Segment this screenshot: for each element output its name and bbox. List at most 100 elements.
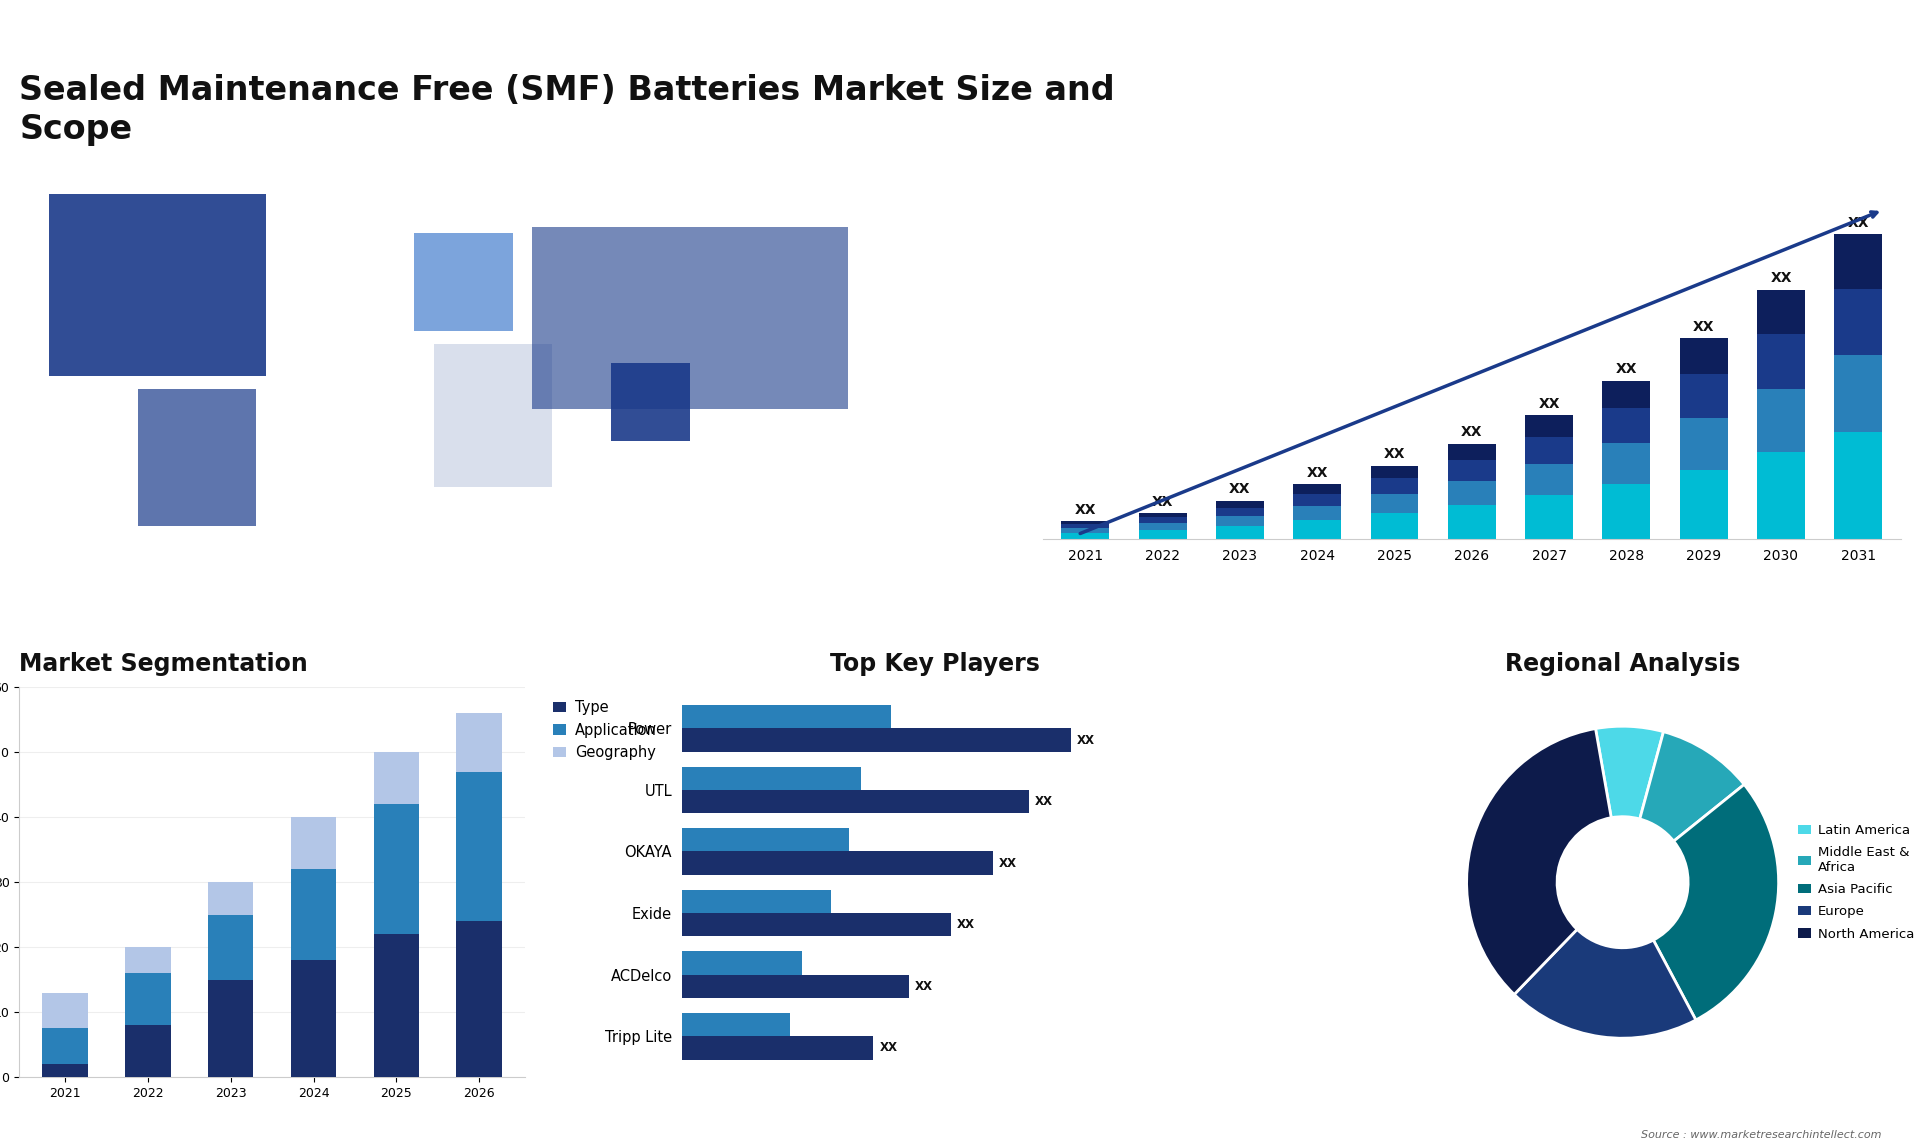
Bar xyxy=(290,960,336,1077)
Bar xyxy=(1757,290,1805,333)
Bar xyxy=(682,889,831,913)
Bar xyxy=(1524,437,1572,464)
Bar xyxy=(207,980,253,1077)
Bar xyxy=(125,973,171,1026)
Text: Market Segmentation: Market Segmentation xyxy=(19,652,307,675)
Bar xyxy=(457,713,501,771)
Text: XX: XX xyxy=(1384,447,1405,461)
Bar xyxy=(1062,533,1110,539)
Text: XX: XX xyxy=(1693,320,1715,333)
Bar xyxy=(1215,517,1263,526)
Bar xyxy=(1834,234,1882,289)
Bar xyxy=(125,1026,171,1077)
Text: RESEARCH: RESEARCH xyxy=(1693,70,1759,79)
Bar xyxy=(1757,333,1805,388)
Bar xyxy=(682,951,801,974)
Bar xyxy=(1294,520,1342,539)
Bar xyxy=(1294,507,1342,520)
Bar xyxy=(682,1036,874,1060)
Text: Source : www.marketresearchintellect.com: Source : www.marketresearchintellect.com xyxy=(1642,1130,1882,1140)
Wedge shape xyxy=(1467,729,1611,995)
Bar xyxy=(1215,508,1263,517)
Bar xyxy=(1524,415,1572,437)
Bar xyxy=(457,771,501,921)
Text: XX: XX xyxy=(1077,733,1094,746)
Bar xyxy=(1757,452,1805,539)
Bar xyxy=(1448,481,1496,505)
Bar xyxy=(42,1065,88,1077)
Bar xyxy=(1680,418,1728,470)
Bar xyxy=(1524,464,1572,495)
Bar xyxy=(1524,495,1572,539)
Bar xyxy=(457,921,501,1077)
Bar xyxy=(1371,479,1419,494)
Text: XX: XX xyxy=(1306,465,1329,480)
Legend: Latin America, Middle East &
Africa, Asia Pacific, Europe, North America: Latin America, Middle East & Africa, Asi… xyxy=(1793,818,1920,945)
Bar xyxy=(1448,505,1496,539)
Legend: Type, Application, Geography: Type, Application, Geography xyxy=(547,694,662,766)
Bar xyxy=(1215,501,1263,508)
Text: Sealed Maintenance Free (SMF) Batteries Market Size and
Scope: Sealed Maintenance Free (SMF) Batteries … xyxy=(19,74,1116,146)
Bar xyxy=(682,705,891,729)
Bar xyxy=(682,729,1071,752)
Wedge shape xyxy=(1515,929,1695,1038)
Bar xyxy=(1371,465,1419,479)
Bar xyxy=(682,1013,789,1036)
Text: XX: XX xyxy=(1035,795,1052,808)
Bar xyxy=(374,752,419,804)
Polygon shape xyxy=(1592,26,1655,97)
Bar xyxy=(1834,355,1882,432)
Bar xyxy=(532,227,849,409)
Bar xyxy=(1448,461,1496,481)
Bar xyxy=(1062,528,1110,533)
Bar xyxy=(374,804,419,934)
Bar xyxy=(682,913,950,936)
Title: Top Key Players: Top Key Players xyxy=(829,652,1039,675)
Bar xyxy=(682,974,910,998)
Text: XX: XX xyxy=(998,857,1018,870)
Text: XX: XX xyxy=(1538,397,1559,410)
Bar xyxy=(434,344,553,487)
Bar xyxy=(1294,485,1342,494)
Bar xyxy=(1834,289,1882,355)
Bar xyxy=(1139,531,1187,539)
Bar xyxy=(374,934,419,1077)
Bar xyxy=(125,948,171,973)
Bar xyxy=(1139,517,1187,524)
Bar xyxy=(290,817,336,869)
Wedge shape xyxy=(1596,727,1663,819)
Text: XX: XX xyxy=(879,1042,897,1054)
Bar xyxy=(1680,338,1728,374)
Bar xyxy=(682,851,993,874)
Bar xyxy=(1448,444,1496,461)
Bar xyxy=(290,869,336,960)
Text: XX: XX xyxy=(958,918,975,932)
Bar xyxy=(1603,484,1651,539)
Bar xyxy=(48,195,265,377)
Bar xyxy=(682,829,849,851)
Bar xyxy=(1062,525,1110,528)
Bar xyxy=(1834,432,1882,539)
Bar xyxy=(42,992,88,1028)
Bar xyxy=(1603,380,1651,408)
Text: XX: XX xyxy=(1229,482,1250,496)
Title: Regional Analysis: Regional Analysis xyxy=(1505,652,1740,675)
Bar xyxy=(1757,388,1805,452)
Bar xyxy=(1603,408,1651,444)
Bar xyxy=(42,1028,88,1065)
Bar xyxy=(1680,374,1728,418)
Wedge shape xyxy=(1640,731,1743,841)
Bar xyxy=(1062,521,1110,525)
Bar xyxy=(611,363,689,441)
Bar xyxy=(1680,470,1728,539)
Bar xyxy=(1371,513,1419,539)
Bar xyxy=(415,234,513,331)
Text: XX: XX xyxy=(1847,215,1868,229)
Bar xyxy=(1215,526,1263,539)
Bar xyxy=(682,767,862,790)
Text: INTELLECT: INTELLECT xyxy=(1693,95,1759,104)
Text: XX: XX xyxy=(1770,272,1791,285)
Bar xyxy=(207,882,253,915)
Bar xyxy=(1139,524,1187,531)
Text: XX: XX xyxy=(916,980,933,992)
